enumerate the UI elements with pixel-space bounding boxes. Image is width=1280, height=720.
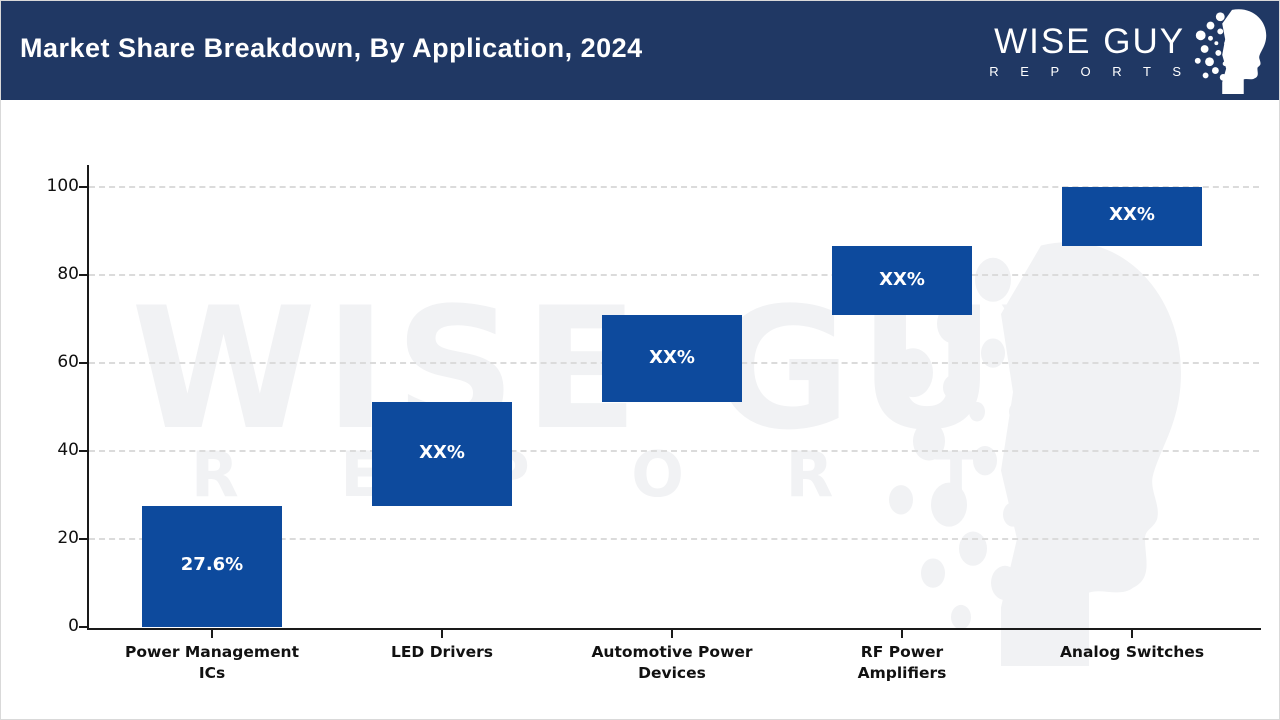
waterfall-bar bbox=[372, 402, 512, 506]
x-category-label-line: ICs bbox=[198, 664, 226, 682]
x-category-label: LED Drivers bbox=[327, 642, 557, 663]
waterfall-bar bbox=[1062, 187, 1202, 246]
x-category-label-line: Analog Switches bbox=[1059, 643, 1205, 661]
waterfall-bar bbox=[142, 505, 282, 627]
x-tick-mark bbox=[1131, 630, 1133, 638]
x-category-label-line: RF Power bbox=[860, 643, 944, 661]
waterfall-bar bbox=[832, 245, 972, 316]
y-tick-label: 60 bbox=[57, 352, 79, 372]
x-category-label-line: Power Management bbox=[125, 643, 299, 661]
x-tick-mark bbox=[901, 630, 903, 638]
x-category-label-line: LED Drivers bbox=[390, 643, 494, 661]
bar-value-label: XX% bbox=[1109, 204, 1155, 226]
x-category-label-line: Automotive Power bbox=[591, 643, 753, 661]
x-category-label: Automotive Power Devices bbox=[557, 642, 787, 684]
y-tick-label: 40 bbox=[57, 440, 79, 460]
brand-subtitle: R E P O R T S bbox=[989, 63, 1190, 79]
grid-line bbox=[89, 186, 1259, 188]
bar-value-label: XX% bbox=[419, 441, 465, 463]
brand-logo: WISE GUY R E P O R T S bbox=[989, 6, 1272, 94]
bar-value-label: XX% bbox=[649, 346, 695, 368]
grid-line bbox=[89, 450, 1259, 452]
waterfall-bar bbox=[602, 315, 742, 403]
x-tick-mark bbox=[211, 630, 213, 638]
header-banner: Market Share Breakdown, By Application, … bbox=[1, 1, 1279, 100]
grid-line bbox=[89, 274, 1259, 276]
y-tick-mark bbox=[79, 362, 87, 364]
x-category-label-line: Devices bbox=[638, 664, 706, 682]
brand-head-dots-icon bbox=[1194, 9, 1267, 94]
y-tick-mark bbox=[79, 626, 87, 628]
bar-value-label: XX% bbox=[879, 268, 925, 290]
brand-name: WISE GUY bbox=[994, 21, 1186, 61]
x-axis-line bbox=[87, 628, 1261, 630]
y-tick-label: 100 bbox=[46, 176, 79, 196]
bar-value-label: 27.6% bbox=[180, 554, 244, 576]
y-tick-mark bbox=[79, 538, 87, 540]
x-category-label: Analog Switches bbox=[1017, 642, 1247, 663]
y-tick-mark bbox=[79, 274, 87, 276]
y-axis-line bbox=[87, 165, 89, 630]
page-title: Market Share Breakdown, By Application, … bbox=[20, 33, 643, 63]
x-tick-mark bbox=[671, 630, 673, 638]
y-tick-label: 80 bbox=[57, 264, 79, 284]
y-tick-label: 0 bbox=[68, 616, 79, 636]
y-tick-mark bbox=[79, 186, 87, 188]
y-tick-label: 20 bbox=[57, 528, 79, 548]
x-tick-mark bbox=[441, 630, 443, 638]
x-category-label-line: Amplifiers bbox=[857, 664, 947, 682]
grid-line bbox=[89, 538, 1259, 540]
x-category-label: RF Power Amplifiers bbox=[787, 642, 1017, 684]
x-category-label: Power Management ICs bbox=[97, 642, 327, 684]
y-tick-mark bbox=[79, 450, 87, 452]
brand-logo-text: WISE GUY R E P O R T S bbox=[989, 22, 1190, 79]
